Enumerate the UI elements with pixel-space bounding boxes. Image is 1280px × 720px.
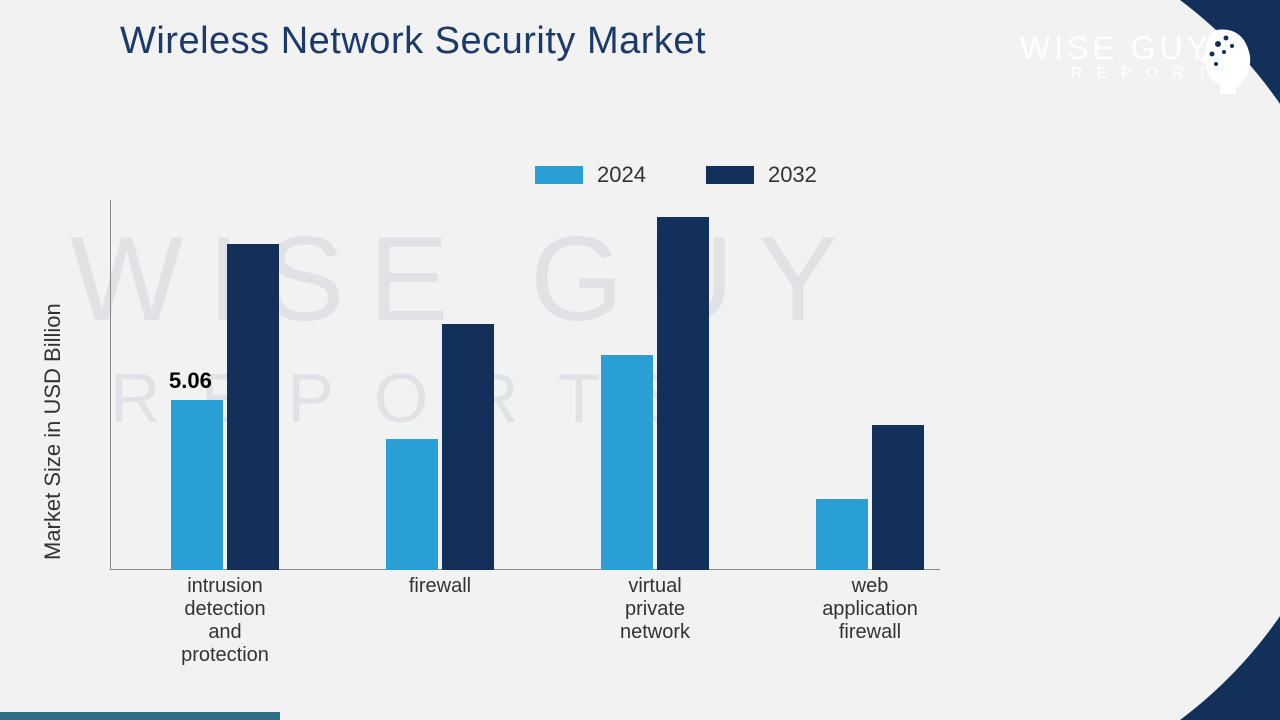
legend-label-2032: 2032 <box>768 162 817 188</box>
legend-label-2024: 2024 <box>597 162 646 188</box>
right-band <box>980 0 1280 720</box>
x-axis-label: virtualprivatenetwork <box>585 575 725 644</box>
legend-item-2024: 2024 <box>535 162 646 188</box>
y-axis-line <box>110 200 111 570</box>
brand-logo: WISE GUY REPORTS <box>1020 30 1250 83</box>
bar <box>872 425 924 570</box>
bar <box>227 244 279 570</box>
x-axis-label: webapplicationfirewall <box>800 575 940 644</box>
bar-group <box>386 324 494 570</box>
x-axis-label: intrusiondetectionandprotection <box>155 575 295 667</box>
bar-group <box>601 217 709 570</box>
bar <box>601 355 653 570</box>
legend-swatch-2024 <box>535 166 583 184</box>
bar <box>442 324 494 570</box>
bar-value-label: 5.06 <box>169 368 212 394</box>
bar-group <box>816 425 924 570</box>
bar <box>816 499 868 570</box>
bar-group <box>171 244 279 570</box>
x-axis-label: firewall <box>370 575 510 598</box>
bar <box>171 400 223 570</box>
chart-area: 5.06 <box>110 200 940 570</box>
legend-swatch-2032 <box>706 166 754 184</box>
legend-item-2032: 2032 <box>706 162 817 188</box>
bottom-accent-bar <box>0 712 280 720</box>
stage: WISE GUY REPORTS Wireless Network Securi… <box>0 0 1280 720</box>
bar <box>386 439 438 570</box>
head-icon <box>1196 26 1256 96</box>
bar <box>657 217 709 570</box>
legend: 2024 2032 <box>535 160 855 190</box>
chart-title: Wireless Network Security Market <box>120 20 706 63</box>
y-axis-label: Market Size in USD Billion <box>40 303 66 560</box>
